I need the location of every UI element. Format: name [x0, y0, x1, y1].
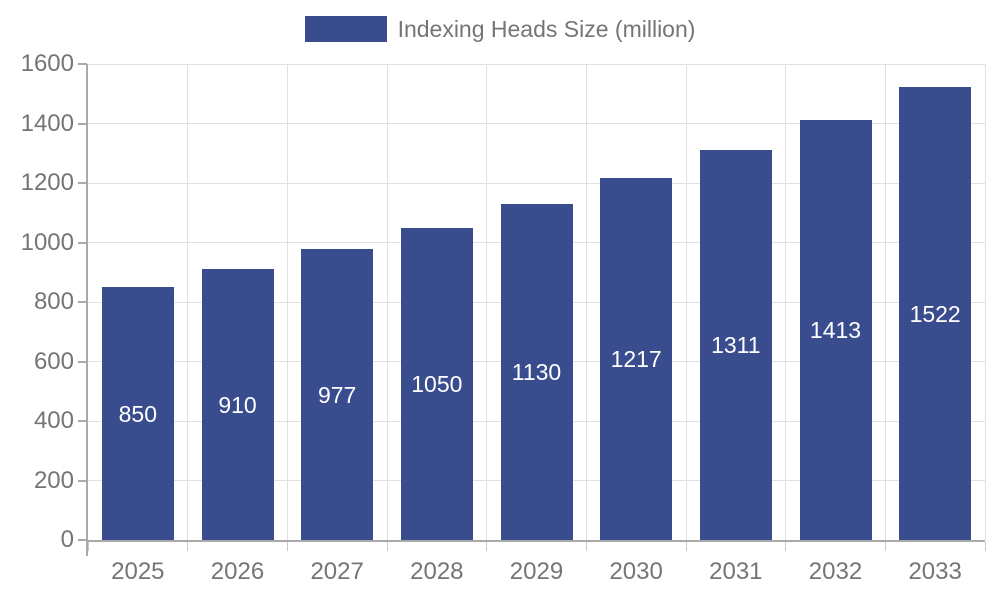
- x-axis-tick: [187, 542, 189, 551]
- y-gridline: [88, 123, 985, 124]
- y-axis-tick-label: 0: [60, 526, 74, 553]
- legend-label: Indexing Heads Size (million): [397, 16, 696, 42]
- x-axis-tick: [785, 542, 787, 551]
- x-axis-tick: [685, 542, 687, 551]
- bar-value-label: 910: [218, 391, 257, 418]
- bar-2032: [799, 119, 872, 540]
- bar-value-label: 1311: [711, 331, 761, 358]
- y-axis-tick-label: 600: [33, 347, 74, 375]
- y-axis-tick-label: 1400: [20, 109, 74, 137]
- y-axis-tick: [78, 479, 87, 482]
- x-axis-tick: [884, 542, 886, 551]
- x-axis-tick: [984, 542, 986, 551]
- x-axis-line: [86, 540, 985, 542]
- x-axis-tick: [486, 542, 488, 551]
- x-gridline: [984, 64, 986, 540]
- x-axis-tick-label: 2030: [609, 558, 663, 585]
- x-gridline: [785, 64, 787, 540]
- y-axis-tick: [78, 420, 87, 422]
- x-gridline: [386, 64, 388, 540]
- y-axis-tick: [78, 301, 87, 303]
- x-axis-tick: [286, 542, 288, 551]
- bar-2027: [301, 249, 374, 540]
- x-axis-tick-label: 2031: [709, 558, 763, 585]
- y-axis-tick: [78, 63, 87, 65]
- y-axis-tick-label: 1600: [20, 50, 74, 77]
- x-gridline: [685, 64, 687, 540]
- bar-value-label: 1217: [610, 345, 662, 372]
- x-axis-tick-label: 2028: [410, 558, 464, 585]
- bar-value-label: 1522: [909, 300, 961, 327]
- x-axis-tick-label: 2029: [509, 558, 564, 585]
- x-gridline: [486, 64, 488, 540]
- y-gridline: [88, 182, 985, 184]
- bar-2029: [500, 203, 573, 540]
- bar-2033: [899, 87, 972, 540]
- y-axis-tick: [78, 360, 87, 363]
- x-gridline: [585, 64, 587, 540]
- y-axis-tick: [78, 182, 87, 184]
- y-axis-tick: [78, 122, 87, 125]
- bar-value-label: 977: [317, 381, 357, 408]
- x-axis-tick-label: 2025: [111, 558, 165, 585]
- legend[interactable]: Indexing Heads Size (million): [0, 16, 1000, 42]
- y-axis-tick-label: 400: [33, 407, 74, 434]
- x-gridline: [286, 64, 288, 540]
- bar-2031: [699, 149, 772, 540]
- y-axis-tick-label: 200: [33, 466, 74, 494]
- x-axis-tick-label: 2027: [310, 558, 364, 585]
- x-axis-tick-label: 2026: [210, 558, 265, 585]
- x-gridline: [187, 64, 189, 540]
- y-axis-tick: [78, 241, 87, 244]
- x-gridline: [884, 64, 886, 540]
- bar-2028: [400, 227, 473, 540]
- bar-2026: [201, 269, 274, 540]
- x-axis-tick: [386, 542, 388, 551]
- y-axis-tick-label: 1200: [20, 169, 74, 196]
- legend-swatch: [304, 16, 387, 42]
- bar-value-label: 1130: [511, 358, 562, 385]
- y-axis-tick-label: 1000: [20, 228, 74, 256]
- bar-value-label: 1413: [809, 316, 862, 343]
- bar-2030: [600, 177, 673, 540]
- bar-value-label: 1050: [411, 370, 463, 397]
- bar-value-label: 850: [118, 400, 158, 427]
- x-axis-tick: [585, 542, 587, 551]
- bar-2025: [101, 287, 174, 540]
- y-axis-tick-label: 800: [33, 288, 74, 315]
- x-axis-tick-label: 2033: [908, 558, 962, 585]
- y-axis-tick: [78, 539, 87, 541]
- x-axis-tick: [87, 542, 89, 551]
- y-gridline: [88, 63, 985, 65]
- y-axis-line: [86, 64, 88, 556]
- x-axis-tick-label: 2032: [808, 558, 863, 585]
